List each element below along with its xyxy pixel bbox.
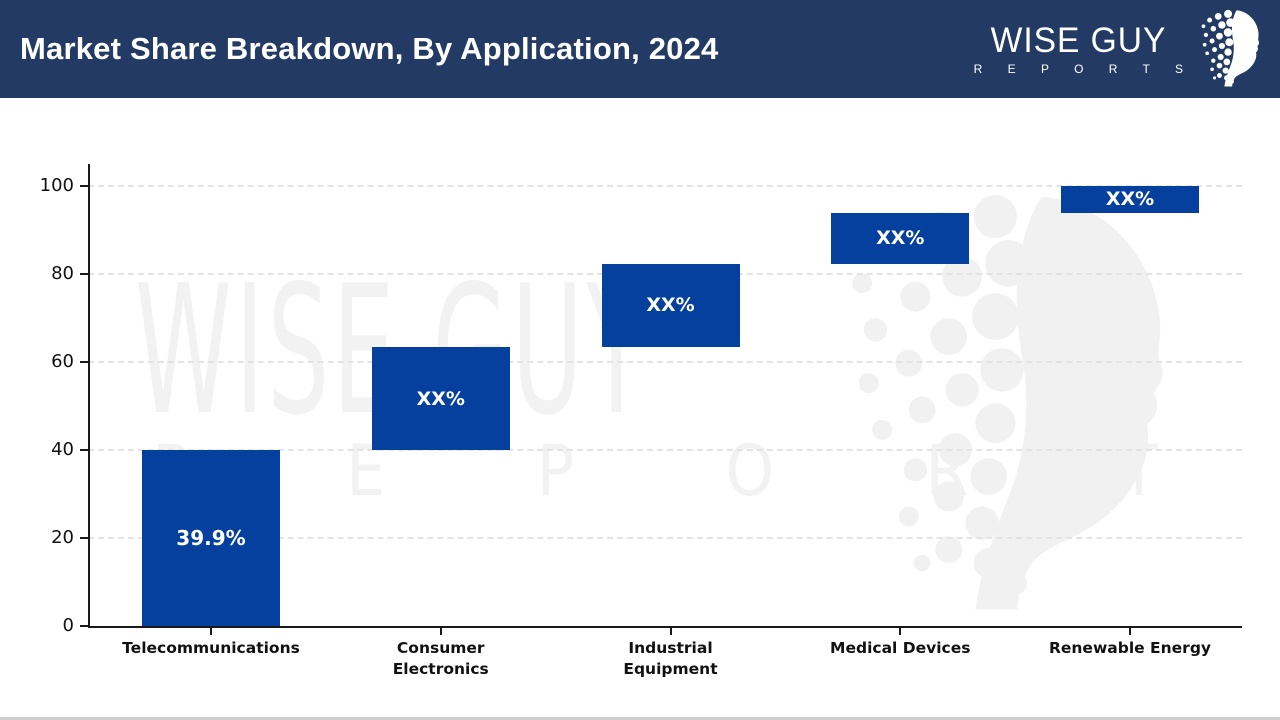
y-tick-label: 100 <box>39 175 74 196</box>
grid-line-100 <box>88 185 1242 187</box>
bar-renewable-energy <box>1061 186 1199 213</box>
x-category-label-renewable-energy: Renewable Energy <box>1048 639 1212 657</box>
y-tick-label: 0 <box>62 615 74 636</box>
bar-value-label-industrial-equipment: XX% <box>646 294 695 317</box>
y-tick-mark <box>80 273 88 275</box>
bar-consumer-electronics <box>371 347 510 451</box>
report-header: Market Share Breakdown, By Application, … <box>0 0 1280 98</box>
bar-medical-devices <box>831 212 970 264</box>
page-title: Market Share Breakdown, By Application, … <box>20 31 719 66</box>
x-category-label-industrial-equipment: Industrial Equipment <box>623 639 718 678</box>
x-category-label-consumer-electronics: Consumer Electronics <box>392 639 489 678</box>
x-tick-mark <box>1129 628 1131 635</box>
bar-value-label-consumer-electronics: XX% <box>416 387 465 410</box>
logo-wordmark: WISE GUY <box>990 20 1167 60</box>
x-tick-mark <box>210 628 212 635</box>
bar-telecommunications <box>142 450 280 626</box>
x-axis-line <box>88 626 1242 628</box>
wiseguy-logo-text: WISE GUY R E P O R T S <box>964 23 1194 76</box>
grid-line-20 <box>88 537 1242 539</box>
y-tick-mark <box>80 185 88 187</box>
chart-area: WISE GUY R E P O R T S 02040608010039.9%… <box>0 98 1280 717</box>
footer-strip <box>0 717 1280 720</box>
logo-head-icon <box>1201 9 1259 87</box>
y-tick-mark <box>80 537 88 539</box>
y-tick-label: 60 <box>51 351 74 372</box>
y-tick-mark <box>80 361 88 363</box>
x-tick-mark <box>669 628 672 635</box>
y-tick-label: 80 <box>51 263 74 284</box>
x-category-label-medical-devices: Medical Devices <box>830 639 971 657</box>
grid-line-40 <box>88 449 1242 451</box>
x-tick-mark <box>439 628 442 635</box>
logo-subtitle: R E P O R T S <box>973 61 1194 76</box>
bar-value-label-medical-devices: XX% <box>876 227 925 250</box>
bar-value-label-telecommunications: 39.9% <box>176 526 246 551</box>
x-category-label-telecommunications: Telecommunications <box>122 639 300 657</box>
bar-industrial-equipment <box>601 263 740 348</box>
bar-value-label-renewable-energy: XX% <box>1105 188 1155 211</box>
y-tick-mark <box>80 625 88 627</box>
wiseguy-logo: WISE GUY R E P O R T S <box>964 9 1270 89</box>
x-tick-mark <box>899 628 902 635</box>
y-axis-line <box>88 164 90 628</box>
y-tick-label: 40 <box>51 439 74 460</box>
y-tick-mark <box>80 449 88 451</box>
grid-line-60 <box>88 361 1242 363</box>
y-tick-label: 20 <box>51 527 74 548</box>
